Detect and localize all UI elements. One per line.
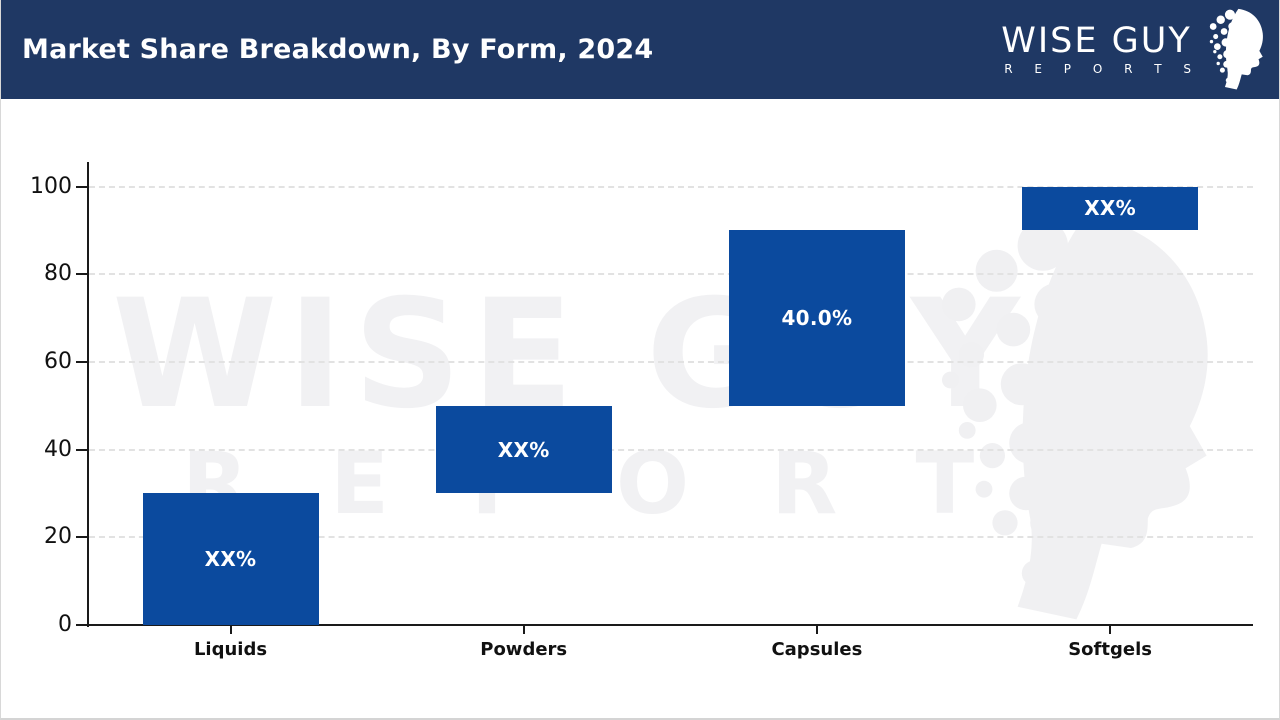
y-tick-label: 100 [30,173,72,199]
y-tick-label: 20 [44,524,72,550]
gridline-40 [89,448,1253,451]
bar-powders: XX% [435,405,612,494]
watermark-reports-text: REPORTS [182,434,1201,534]
x-category-label: Powders [480,639,568,660]
y-tick-mark [76,273,88,276]
y-tick-mark [76,185,88,188]
x-category-label: Softgels [1068,639,1152,660]
bar-value-label: XX% [1084,196,1136,221]
y-tick-label: 60 [44,348,72,374]
brand-subtitle: R E P O R T S [1004,62,1200,76]
brand-logo-text: WISE GUY R E P O R T S [1001,23,1200,77]
y-axis-line [87,162,89,627]
x-category-label: Capsules [771,639,863,660]
x-tick-mark [229,626,232,634]
bar-capsules: 40.0% [728,230,905,406]
x-tick-mark [1109,626,1112,634]
gridline-80 [89,273,1253,276]
y-tick-mark [76,448,88,451]
brand-name: WISE GUY [1001,21,1192,61]
y-tick-label: 0 [58,612,72,637]
header-bar: Market Share Breakdown, By Form, 2024 WI… [0,0,1280,99]
y-tick-label: 40 [44,436,72,462]
y-tick-label: 80 [44,261,72,287]
x-category-label: Liquids [193,639,268,660]
gridline-20 [89,536,1253,539]
bar-softgels: XX% [1022,186,1199,231]
bar-value-label: XX% [497,437,550,462]
y-tick-mark [76,624,88,626]
y-tick-mark [76,536,88,539]
bar-value-label: XX% [204,547,257,572]
x-axis-line [87,624,1253,626]
x-tick-mark [815,626,818,634]
y-tick-mark [76,360,88,363]
x-tick-mark [522,626,525,634]
page-title: Market Share Breakdown, By Form, 2024 [22,34,654,65]
gridline-60 [89,360,1253,363]
brand-logo: WISE GUY R E P O R T S [1001,8,1266,92]
gridline-100 [89,185,1253,188]
bar-value-label: 40.0% [781,306,853,331]
bar-liquids: XX% [142,493,319,625]
